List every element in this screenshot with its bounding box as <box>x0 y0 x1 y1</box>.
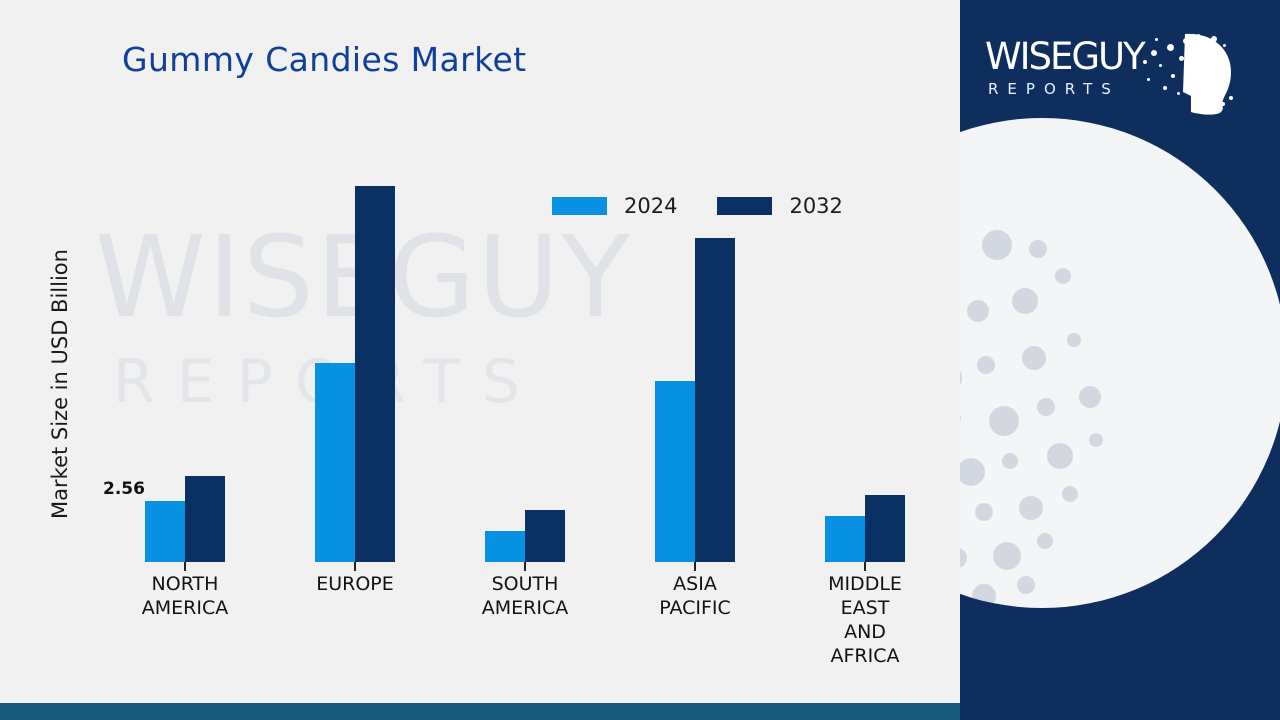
x-axis-label-line: EAST <box>840 597 890 619</box>
brain-dot <box>1037 398 1055 416</box>
logo-wordmark: WISEGUY <box>985 35 1146 78</box>
x-axis-label-line: AMERICA <box>481 597 569 619</box>
brain-dot <box>1012 288 1038 314</box>
plot-area: 2.56 <box>95 160 935 571</box>
x-axis-tick <box>184 562 186 571</box>
brain-dot <box>1079 386 1101 408</box>
brain-dot <box>989 406 1019 436</box>
logo-dot <box>1159 64 1162 67</box>
x-axis-label-line: EUROPE <box>316 573 394 595</box>
x-axis-label-line: ASIA <box>673 573 717 595</box>
logo-dot <box>1229 96 1233 100</box>
bar-2024[interactable] <box>825 516 865 562</box>
x-axis-tick <box>694 562 696 571</box>
bar-group <box>315 160 395 571</box>
x-axis-tick <box>864 562 866 571</box>
x-axis-label-line: PACIFIC <box>659 597 731 619</box>
bar-2032[interactable] <box>865 495 905 562</box>
bar-2032[interactable] <box>525 510 565 562</box>
brain-dot <box>993 542 1021 570</box>
bar-2032[interactable] <box>185 476 225 562</box>
page-title: Gummy Candies Market <box>122 40 527 79</box>
brain-dot <box>977 356 995 374</box>
chart-legend: 2024 2032 <box>552 194 843 218</box>
x-axis-label: SOUTH AMERICA <box>440 572 610 620</box>
bar-group <box>825 160 905 571</box>
x-axis-label: ASIA PACIFIC <box>610 572 780 620</box>
x-axis-label: EUROPE <box>270 572 440 596</box>
brain-dot <box>1019 496 1043 520</box>
x-axis-label-line: AMERICA <box>141 597 229 619</box>
x-axis-label-line: SOUTH <box>491 573 559 595</box>
x-axis-tick <box>524 562 526 571</box>
chart-canvas-background <box>0 0 960 720</box>
logo-dot <box>1143 60 1147 64</box>
bar-group: 2.56 <box>103 160 225 571</box>
legend-swatch-2032 <box>717 197 773 215</box>
bottom-accent-strip <box>0 703 960 720</box>
bar-chart: Market Size in USD Billion 2024 2032 2.5… <box>48 160 950 668</box>
logo-dot <box>1179 56 1184 61</box>
x-axis-label-line: MIDDLE <box>828 573 902 595</box>
legend-item-2024[interactable]: 2024 <box>552 194 677 218</box>
bar-2024[interactable] <box>655 381 695 562</box>
brain-dot <box>1067 333 1081 347</box>
legend-item-2032[interactable]: 2032 <box>717 194 843 218</box>
brain-dot <box>1022 346 1046 370</box>
brain-dot <box>1037 533 1053 549</box>
bar-2032[interactable] <box>695 238 735 562</box>
bar-value-label: 2.56 <box>103 479 145 499</box>
brain-dot <box>967 300 989 322</box>
x-axis-label: MIDDLE EAST AND AFRICA <box>780 572 950 668</box>
brain-dot <box>1029 240 1047 258</box>
legend-label-2024: 2024 <box>624 194 678 218</box>
legend-swatch-2024 <box>552 197 607 215</box>
logo-dot <box>1223 44 1226 47</box>
bar-group <box>655 160 735 571</box>
x-axis-tick <box>354 562 356 571</box>
legend-label-2032: 2032 <box>789 194 843 218</box>
bar-2032[interactable] <box>355 186 395 562</box>
brain-dot <box>1062 486 1078 502</box>
logo-subtext: REPORTS <box>988 80 1120 98</box>
brain-dot <box>1002 453 1018 469</box>
brain-dot <box>1017 576 1035 594</box>
brain-dot <box>957 458 985 486</box>
x-axis-label: NORTH AMERICA <box>100 572 270 620</box>
logo-dot <box>1211 36 1217 42</box>
logo-dot <box>1151 50 1157 56</box>
logo-dot <box>1221 102 1225 106</box>
brain-dot <box>1055 268 1071 284</box>
brain-dot <box>982 230 1012 260</box>
bar-2024[interactable] <box>485 531 525 562</box>
logo-dot <box>1167 44 1174 51</box>
logo-head-profile-icon <box>1183 33 1231 115</box>
logo-dot <box>1177 92 1180 95</box>
bar-group <box>485 160 565 571</box>
brain-dot <box>975 503 993 521</box>
logo-dot <box>1163 86 1167 90</box>
brain-dot <box>1047 443 1073 469</box>
logo-dot <box>1155 38 1158 41</box>
x-axis-label-line: NORTH <box>151 573 219 595</box>
brain-dot <box>972 584 996 608</box>
x-axis-label-line: AND <box>844 621 886 643</box>
logo-dot <box>1147 78 1150 81</box>
x-axis-label-line: AFRICA <box>830 645 900 667</box>
bar-2024[interactable] <box>145 501 185 562</box>
bar-2024[interactable] <box>315 363 355 562</box>
logo-dot <box>1171 74 1175 78</box>
brain-dot <box>1089 433 1103 447</box>
wiseguy-logo: WISEGUY REPORTS <box>985 33 1233 116</box>
y-axis-label: Market Size in USD Billion <box>48 249 72 519</box>
